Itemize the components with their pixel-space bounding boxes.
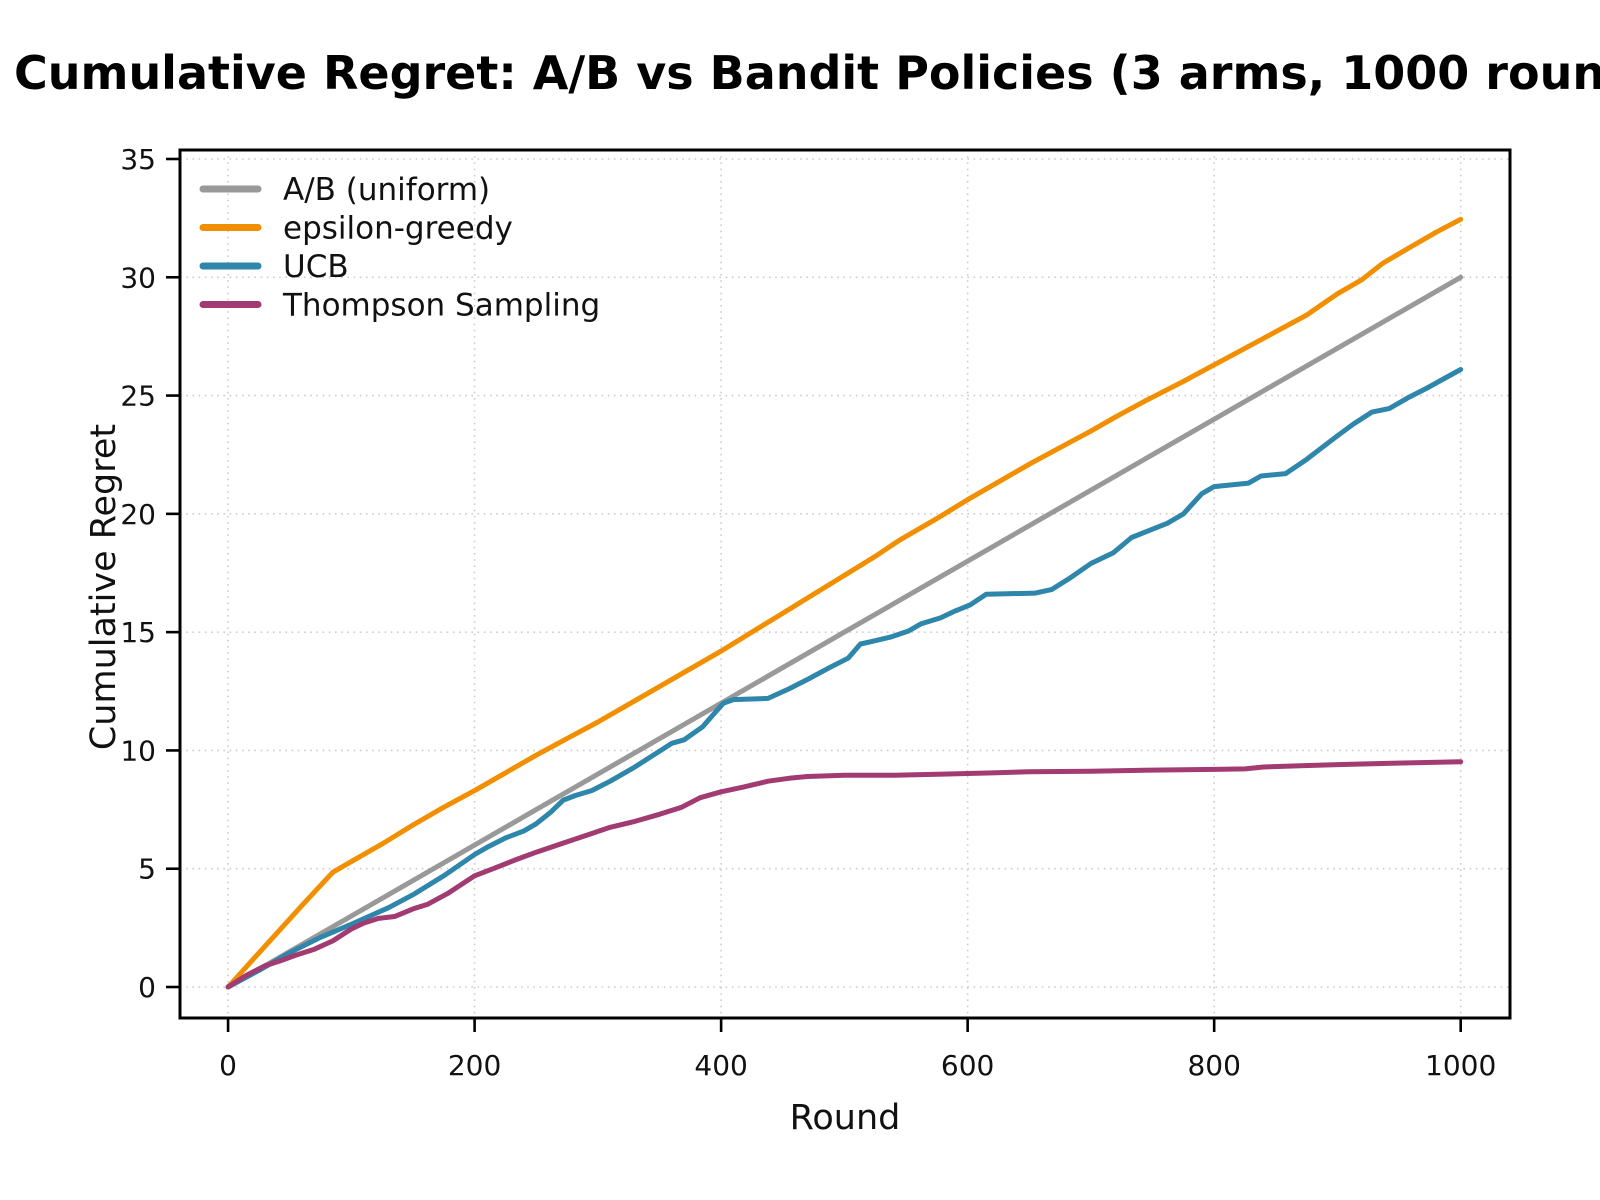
- y-tick-label-35: 35: [120, 143, 156, 176]
- y-tick-label-5: 5: [138, 853, 156, 886]
- x-tick-label-0: 0: [219, 1049, 237, 1082]
- x-tick-label-1000: 1000: [1425, 1049, 1496, 1082]
- legend-label-thompson-sampling: Thompson Sampling: [282, 288, 600, 324]
- x-tick-label-200: 200: [448, 1049, 501, 1082]
- y-tick-label-10: 10: [120, 734, 156, 767]
- y-tick-label-25: 25: [120, 380, 156, 413]
- series-line-thompson-sampling: [225, 759, 1464, 990]
- y-tick-label-20: 20: [120, 498, 156, 531]
- legend-label-epsilon-greedy: epsilon-greedy: [283, 211, 513, 247]
- y-axis-label: Cumulative Regret: [84, 423, 124, 751]
- series-line-a-b-uniform: [225, 274, 1464, 990]
- legend-label-a-b-uniform: A/B (uniform): [283, 172, 490, 208]
- series-line-epsilon-greedy: [225, 216, 1464, 990]
- x-axis-label: Round: [789, 1098, 901, 1138]
- y-tick-label-0: 0: [138, 971, 156, 1004]
- x-tick-label-600: 600: [941, 1049, 994, 1082]
- y-tick-label-30: 30: [120, 261, 156, 294]
- x-tick-label-400: 400: [694, 1049, 747, 1082]
- y-tick-label-15: 15: [120, 616, 156, 649]
- plot-frame: [178, 148, 1512, 1020]
- legend-label-ucb: UCB: [283, 249, 349, 285]
- series-line-ucb: [225, 367, 1464, 990]
- chart-title: Cumulative Regret: A/B vs Bandit Policie…: [14, 46, 1600, 100]
- x-tick-label-800: 800: [1187, 1049, 1240, 1082]
